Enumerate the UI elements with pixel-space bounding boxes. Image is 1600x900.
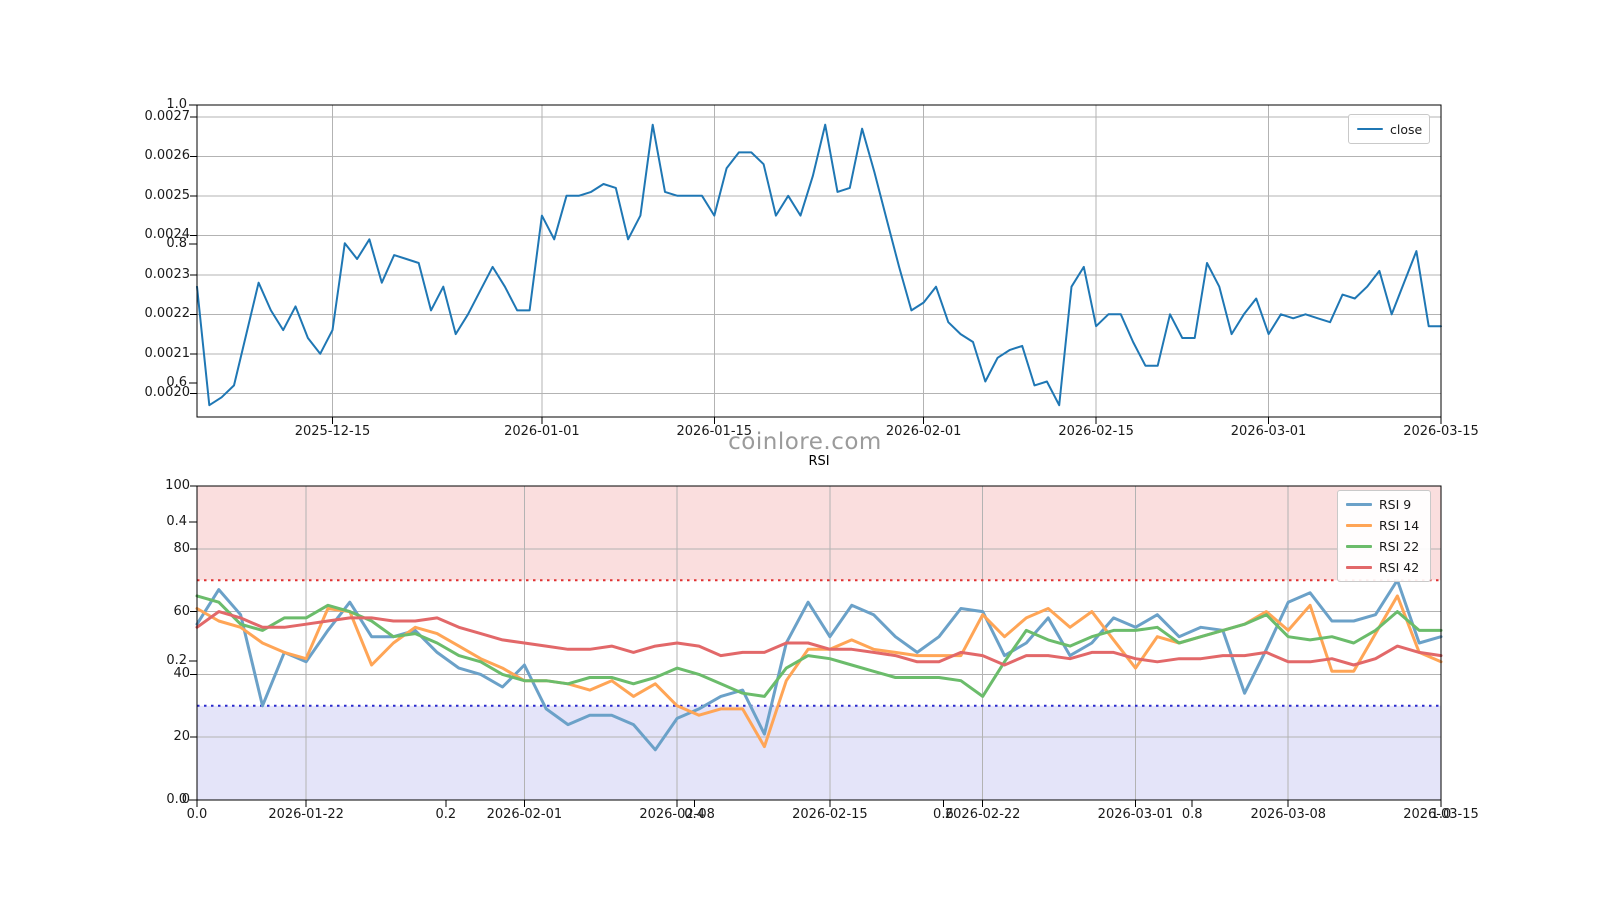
rsi-band	[197, 486, 1441, 581]
rsi-legend-item: RSI 22	[1346, 537, 1422, 557]
rsi-x-tick-label: 2026-02-08	[639, 807, 715, 822]
watermark: coinlore.com	[728, 429, 882, 455]
price-x-tick-label: 2026-02-01	[885, 424, 962, 439]
rsi-chart-title: RSI	[808, 454, 830, 469]
overlay-x-tick-label: 0.8	[1181, 807, 1203, 822]
price-x-tick-label: 2026-03-01	[1230, 424, 1307, 439]
rsi-x-tick-label: 2026-02-15	[792, 807, 868, 822]
rsi-band	[197, 705, 1441, 800]
rsi-x-tick-label: 2026-01-22	[268, 807, 344, 822]
rsi-x-tick-label: 2026-02-01	[486, 807, 563, 822]
rsi-y-tick-label: 80	[173, 540, 190, 556]
price-x-tick-label: 2025-12-15	[294, 424, 371, 439]
overlay-x-tick-label: 0.4	[684, 807, 705, 822]
overlay-x-tick-label: 0.2	[435, 807, 457, 822]
overlay-y-tick-label: 0.4	[166, 514, 187, 529]
price-y-tick-label: 0.0020	[144, 385, 191, 401]
price-plot-border	[196, 104, 1442, 418]
legend-label: RSI 22	[1379, 539, 1420, 554]
rsi-y-tick-label: 40	[173, 666, 190, 682]
legend-label: RSI 14	[1379, 518, 1420, 533]
rsi-y-tick-label: 0	[181, 792, 190, 807]
overlay-y-tick-label: 0.6	[166, 375, 187, 390]
rsi-plot-border	[196, 485, 1442, 801]
close-line	[196, 123, 1442, 407]
rsi-y-tick-label: 60	[173, 603, 190, 619]
price-y-tick-label: 0.0024	[144, 227, 191, 243]
price-x-tick-label: 2026-02-15	[1058, 424, 1134, 439]
rsi-legend: RSI 9 RSI 14 RSI 22 RSI 42	[1337, 490, 1431, 582]
overlay-x-tick-label: 0.6	[933, 807, 954, 822]
legend-label: RSI 9	[1379, 497, 1412, 512]
rsi-x-tick-label: 2026-03-15	[1403, 807, 1479, 822]
price-x-tick-label: 2026-01-15	[676, 424, 753, 439]
rsi-legend-item: RSI 42	[1346, 558, 1422, 578]
rsi-22-line	[195, 594, 1443, 698]
legend-line-swatch	[1346, 545, 1372, 548]
price-y-tick-label: 0.0023	[144, 266, 191, 282]
overlay-y-tick-label: 0.8	[166, 236, 187, 251]
price-y-tick-label: 0.0022	[144, 306, 191, 322]
price-legend: close	[1348, 114, 1430, 144]
price-x-tick-label: 2026-03-15	[1403, 424, 1479, 439]
rsi-legend-item: RSI 14	[1346, 516, 1422, 536]
legend-label: RSI 42	[1379, 560, 1420, 575]
overlay-x-tick-label: 0.0	[186, 807, 208, 822]
legend-line-swatch	[1346, 524, 1372, 527]
legend-line-swatch	[1357, 128, 1383, 130]
rsi-x-tick-label: 2026-03-01	[1097, 807, 1174, 822]
price-x-tick-label: 2026-01-01	[504, 424, 580, 439]
overlay-x-tick-label: 1.0	[1430, 807, 1452, 822]
rsi-y-tick-label: 100	[165, 478, 190, 493]
rsi-42-line	[195, 610, 1443, 667]
overlay-y-tick-label: 0.2	[166, 653, 187, 668]
legend-line-swatch	[1346, 503, 1372, 506]
legend-line-swatch	[1346, 566, 1372, 569]
legend-label: close	[1390, 121, 1423, 137]
overlay-y-tick-label: 1.0	[166, 97, 187, 112]
price-y-tick-label: 0.0027	[144, 108, 191, 124]
rsi-x-tick-label: 2026-02-22	[944, 807, 1021, 822]
price-y-tick-label: 0.0021	[144, 345, 191, 361]
rsi-x-tick-label: 2026-03-08	[1250, 807, 1326, 822]
overlay-y-tick-label: 0.0	[166, 792, 187, 807]
rsi-y-tick-label: 20	[173, 729, 190, 745]
price-y-tick-label: 0.0026	[144, 148, 191, 164]
price-legend-item: close	[1357, 119, 1423, 139]
rsi-legend-item: RSI 9	[1346, 495, 1422, 515]
price-y-tick-label: 0.0025	[144, 187, 191, 203]
